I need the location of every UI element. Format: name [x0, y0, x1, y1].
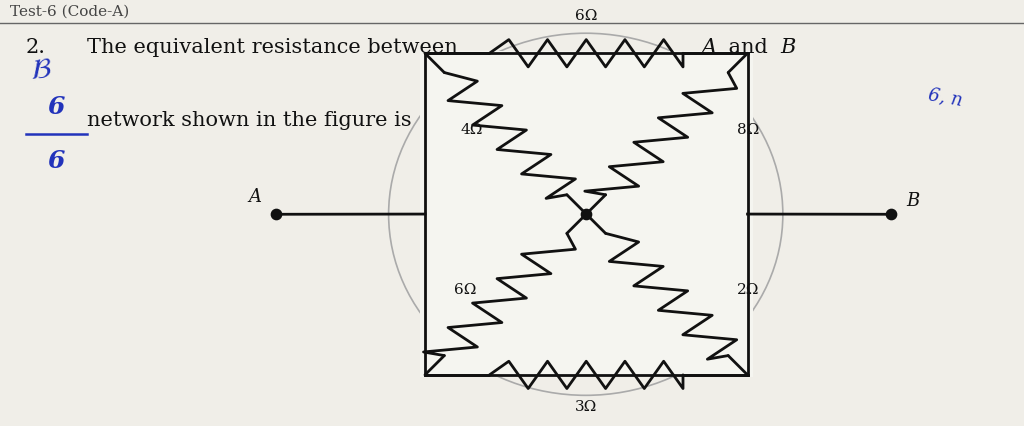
FancyBboxPatch shape: [420, 51, 753, 377]
Text: 6Ω: 6Ω: [454, 283, 476, 296]
Text: 6: 6: [48, 95, 65, 119]
Text: B: B: [906, 193, 920, 210]
Text: Test-6 (Code-A): Test-6 (Code-A): [10, 4, 129, 18]
Text: A: A: [248, 188, 261, 206]
Text: 6, n: 6, n: [927, 86, 964, 110]
Text: 2Ω: 2Ω: [737, 283, 760, 296]
Text: network shown in the figure is: network shown in the figure is: [87, 111, 412, 130]
Text: 2.: 2.: [26, 38, 46, 58]
Point: [883, 211, 899, 218]
Text: 3Ω: 3Ω: [575, 400, 597, 414]
Text: 4Ω: 4Ω: [461, 123, 483, 137]
Text: 8Ω: 8Ω: [737, 123, 760, 137]
Text: A: A: [701, 38, 717, 58]
Text: 6Ω: 6Ω: [575, 9, 597, 23]
Text: The equivalent resistance between: The equivalent resistance between: [87, 38, 465, 58]
Point: [578, 211, 594, 217]
Point: [268, 211, 285, 218]
Text: and: and: [722, 38, 774, 58]
Text: B: B: [780, 38, 796, 58]
Text: $\mathcal{B}$: $\mathcal{B}$: [29, 55, 53, 85]
Text: 6: 6: [48, 149, 65, 173]
